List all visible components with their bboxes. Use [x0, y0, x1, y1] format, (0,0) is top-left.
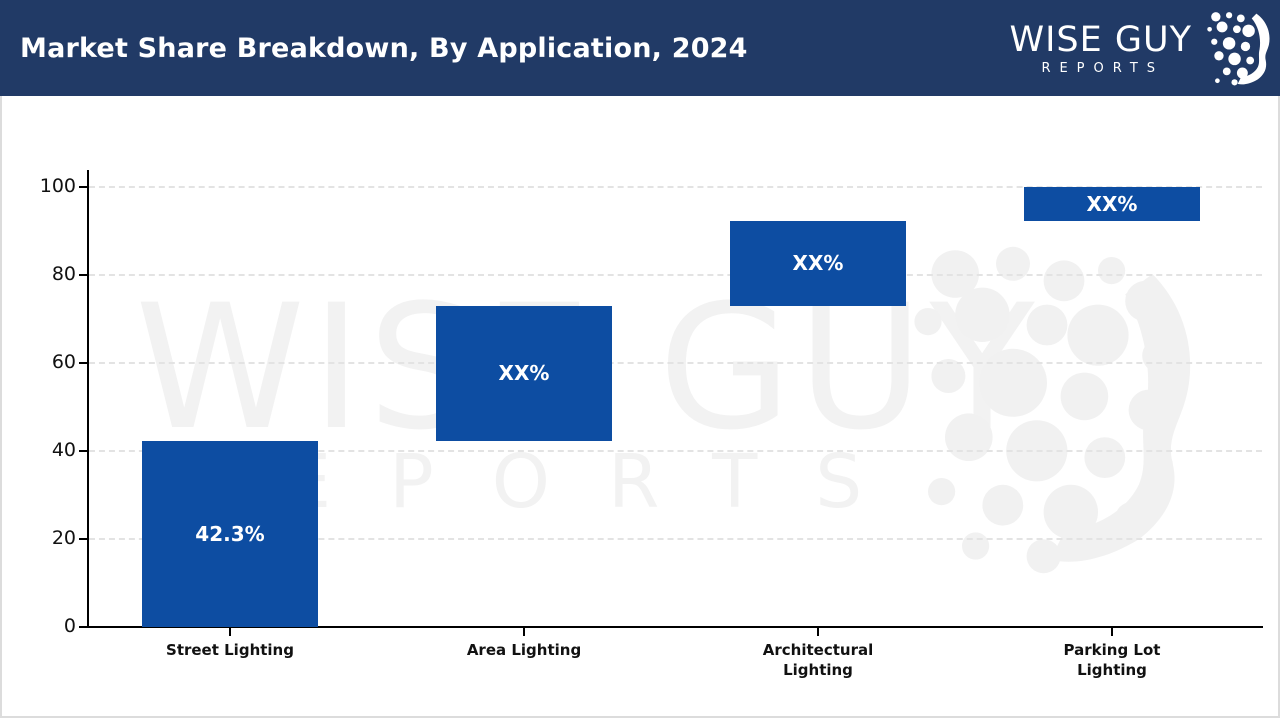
bar-segment: 42.3% — [142, 440, 318, 627]
bar-value-label: XX% — [792, 251, 844, 276]
bar-segment: XX% — [1024, 187, 1200, 221]
y-axis-tick — [79, 274, 88, 276]
x-axis-tick — [817, 628, 819, 636]
gridline-40 — [89, 450, 1262, 452]
logo-face-icon — [1207, 12, 1270, 86]
bar-value-label: XX% — [498, 361, 550, 386]
y-axis-tick — [79, 626, 88, 628]
y-axis-tick-label: 60 — [51, 351, 76, 373]
y-axis-line — [87, 170, 89, 628]
y-axis-tick — [79, 186, 88, 188]
gridline-100 — [89, 186, 1262, 188]
y-axis-tick-label: 80 — [51, 263, 76, 285]
bar-segment: XX% — [730, 220, 906, 306]
header-bar: Market Share Breakdown, By Application, … — [0, 0, 1280, 96]
x-axis-tick — [523, 628, 525, 636]
y-axis-tick — [79, 538, 88, 540]
x-axis-tick — [1111, 628, 1113, 636]
logo-reports-label: REPORTS — [1041, 61, 1165, 76]
page-title: Market Share Breakdown, By Application, … — [20, 32, 748, 64]
gridline-80 — [89, 274, 1262, 276]
logo-text: WISE GUY REPORTS — [1009, 20, 1192, 76]
gridline-60 — [89, 362, 1262, 364]
bar-segment: XX% — [436, 305, 612, 441]
x-axis-category-label: Street Lighting — [166, 641, 294, 659]
y-axis-tick — [79, 362, 88, 364]
wiseguy-logo: WISE GUY REPORTS — [1009, 6, 1272, 90]
y-axis-tick-label: 20 — [51, 527, 76, 549]
x-axis-line — [87, 626, 1263, 628]
y-axis-tick-label: 0 — [63, 615, 76, 637]
x-axis-category-label: Architectural Lighting — [762, 641, 874, 679]
x-axis-category-label: Area Lighting — [466, 641, 582, 659]
bar-value-label: XX% — [1086, 191, 1138, 216]
y-axis-tick — [79, 450, 88, 452]
x-axis-category-label: Parking Lot Lighting — [1063, 641, 1161, 679]
y-axis-tick-label: 40 — [51, 439, 76, 461]
logo-wiseguy-label: WISE GUY — [1009, 20, 1192, 60]
gridline-20 — [89, 538, 1262, 540]
y-axis-tick-label: 100 — [39, 175, 76, 197]
bar-value-label: 42.3% — [195, 521, 265, 546]
x-axis-tick — [229, 628, 231, 636]
